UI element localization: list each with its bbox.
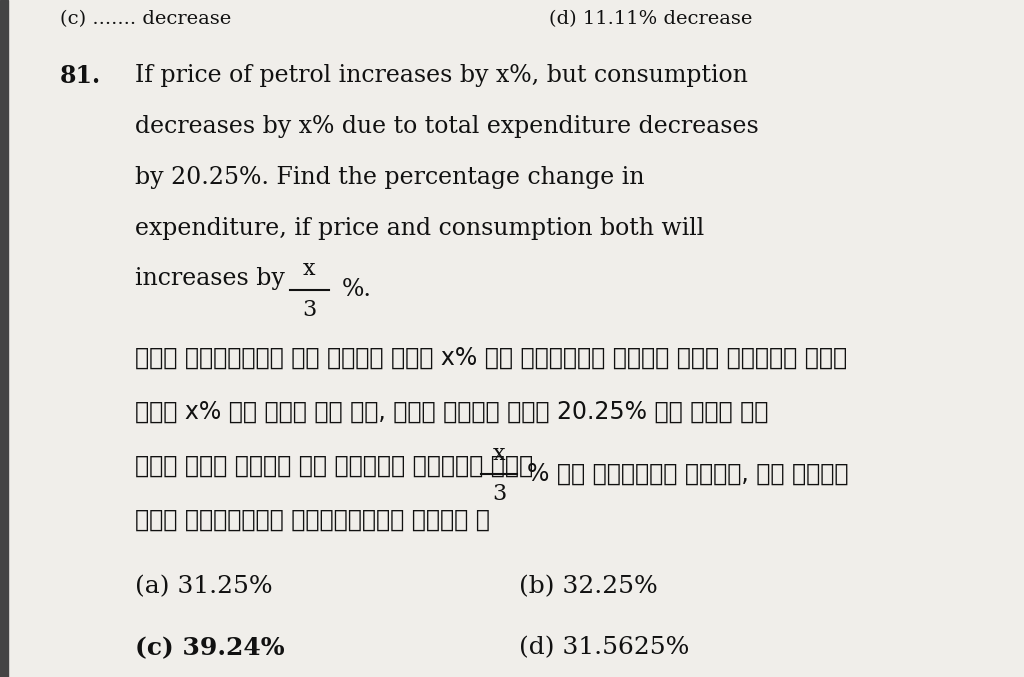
Text: (b) 32.25%: (b) 32.25% xyxy=(519,575,657,598)
Text: decreases by x% due to total expenditure decreases: decreases by x% due to total expenditure… xyxy=(135,115,759,138)
Text: 3: 3 xyxy=(493,483,506,505)
Text: (c) 39.24%: (c) 39.24% xyxy=(135,636,285,660)
Text: (a) 31.25%: (a) 31.25% xyxy=(135,575,272,598)
Text: by 20.25%. Find the percentage change in: by 20.25%. Find the percentage change in xyxy=(135,166,644,189)
Text: %.: %. xyxy=(341,278,372,301)
Text: यदि पेट्रोल की कीमत में x% की वृद्धि होती है। लेकिन खपत: यदि पेट्रोल की कीमत में x% की वृद्धि होत… xyxy=(135,345,847,369)
Text: increases by: increases by xyxy=(135,267,285,290)
Text: % की वृद्धि होगी, तो व्यय: % की वृद्धि होगी, तो व्यय xyxy=(527,462,849,486)
Text: If price of petrol increases by x%, but consumption: If price of petrol increases by x%, but … xyxy=(135,64,748,87)
Text: 81.: 81. xyxy=(59,64,101,88)
Text: 3: 3 xyxy=(302,299,316,321)
Text: expenditure, if price and consumption both will: expenditure, if price and consumption bo… xyxy=(135,217,705,240)
Bar xyxy=(0,0,8,677)
Text: (c) ....... decrease: (c) ....... decrease xyxy=(59,10,231,28)
Text: x: x xyxy=(493,443,506,464)
Text: में प्रतिशत परिवर्तन खोजे ।: में प्रतिशत परिवर्तन खोजे । xyxy=(135,508,489,531)
Text: है। यदि व्यय और उपभोग दोनों में: है। यदि व्यय और उपभोग दोनों में xyxy=(135,454,532,477)
Text: (d) 11.11% decrease: (d) 11.11% decrease xyxy=(549,10,753,28)
Text: (d) 31.5625%: (d) 31.5625% xyxy=(519,636,689,659)
Text: x: x xyxy=(303,259,315,280)
Text: में x% की कमी आई है, कुल खर्च में 20.25% की कमी आई: में x% की कमी आई है, कुल खर्च में 20.25%… xyxy=(135,399,768,423)
